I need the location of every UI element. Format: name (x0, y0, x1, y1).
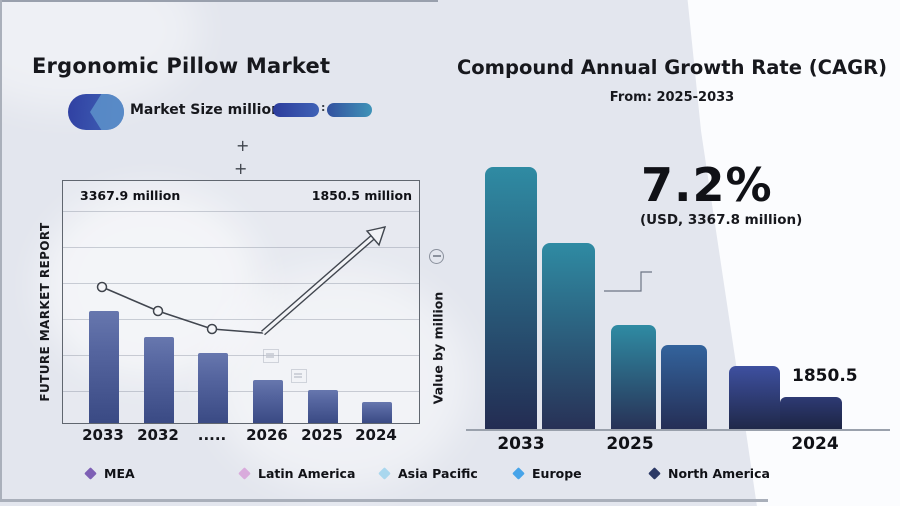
gridline (63, 247, 419, 248)
bar-2033 (542, 243, 595, 430)
pill-shape-right (327, 103, 372, 117)
circle-minus-icon (429, 249, 444, 264)
legend-item-latin-america: Latin America (238, 466, 356, 481)
bar-..... (198, 353, 228, 423)
bar-2024 (780, 397, 842, 430)
legend-item-asia-pacific: Asia Pacific (378, 466, 478, 481)
legend-diamond-icon (84, 467, 97, 480)
market-size-chart-x-axis: 2033 2032..... 2026 2025 2024 (62, 426, 418, 446)
bar-2024 (729, 366, 780, 430)
cagr-chart-x-axis: 2033 2025 2024 (455, 434, 890, 456)
bar-2032 (144, 337, 174, 423)
legend-label: Latin America (258, 466, 356, 481)
legend-label: North America (668, 466, 770, 481)
bar-value-annotation: 1850.5 (792, 366, 858, 386)
cagr-title: Compound Annual Growth Rate (CAGR) (456, 56, 888, 79)
pillow-icon-facet (90, 94, 124, 130)
legend-label: MEA (104, 466, 135, 481)
plus-decoration: + (234, 159, 248, 178)
cagr-chart: 1850.5 (455, 160, 890, 430)
y-axis-label: Value by million (430, 291, 446, 405)
cagr-chart-axis-line (466, 429, 890, 431)
legend-diamond-icon (378, 467, 391, 480)
cagr-value: 7.2% (641, 158, 773, 212)
bar-2024 (362, 402, 392, 423)
cagr-detail: (USD, 3367.8 million) (640, 212, 803, 228)
x-tick-label: 2033 (497, 434, 545, 454)
watermark-icon (291, 369, 307, 383)
watermark-icon (263, 349, 279, 363)
bar-2025 (611, 325, 656, 430)
legend-diamond-icon (648, 467, 661, 480)
legend-item-mea: MEA (84, 466, 135, 481)
bar-2025 (308, 390, 338, 423)
x-tick-label: 2025 (301, 426, 343, 444)
plus-decoration: + (236, 136, 250, 155)
legend-item-north-america: North America (648, 466, 770, 481)
frame-border-top (0, 0, 438, 2)
pill-shape-left (273, 103, 319, 117)
gridline (63, 355, 419, 356)
chart-annotation-right: 1850.5 million (311, 188, 412, 203)
legend-item-europe: Europe (512, 466, 582, 481)
step-bracket-line (604, 271, 652, 292)
x-tick-label: 2025 (606, 434, 654, 454)
gridline (63, 211, 419, 212)
bar-2026 (253, 380, 283, 423)
frame-border-bottom (0, 499, 768, 502)
legend-label: Asia Pacific (398, 466, 478, 481)
cagr-period: From: 2025-2033 (609, 90, 735, 105)
x-tick-label: 2024 (355, 426, 397, 444)
x-tick-label: ..... (197, 426, 227, 444)
x-tick-label: 2026 (246, 426, 288, 444)
gridline (63, 283, 419, 284)
legend-label: Europe (532, 466, 582, 481)
pillow-icon (68, 94, 124, 130)
page-title: Ergonomic Pillow Market (32, 54, 331, 78)
legend-diamond-icon (512, 467, 525, 480)
x-tick-label: 2024 (791, 434, 839, 454)
bar-2033 (89, 311, 119, 423)
ratio-separator: : (321, 101, 326, 114)
bar-2033 (485, 167, 537, 430)
market-size-chart: 3367.9 million 1850.5 million (62, 180, 420, 424)
legend: MEA Latin America Asia Pacific Europe North … (0, 466, 900, 488)
x-tick-label: 2032 (137, 426, 179, 444)
market-size-label: Market Size million (130, 102, 282, 118)
bar-2025 (661, 345, 707, 430)
chart-annotation-left: 3367.9 million (80, 188, 181, 203)
side-label-future-market-report: FUTURE MARKET REPORT (38, 222, 52, 402)
x-tick-label: 2033 (82, 426, 124, 444)
legend-diamond-icon (238, 467, 251, 480)
gridline (63, 391, 419, 392)
frame-border-left (0, 0, 2, 501)
